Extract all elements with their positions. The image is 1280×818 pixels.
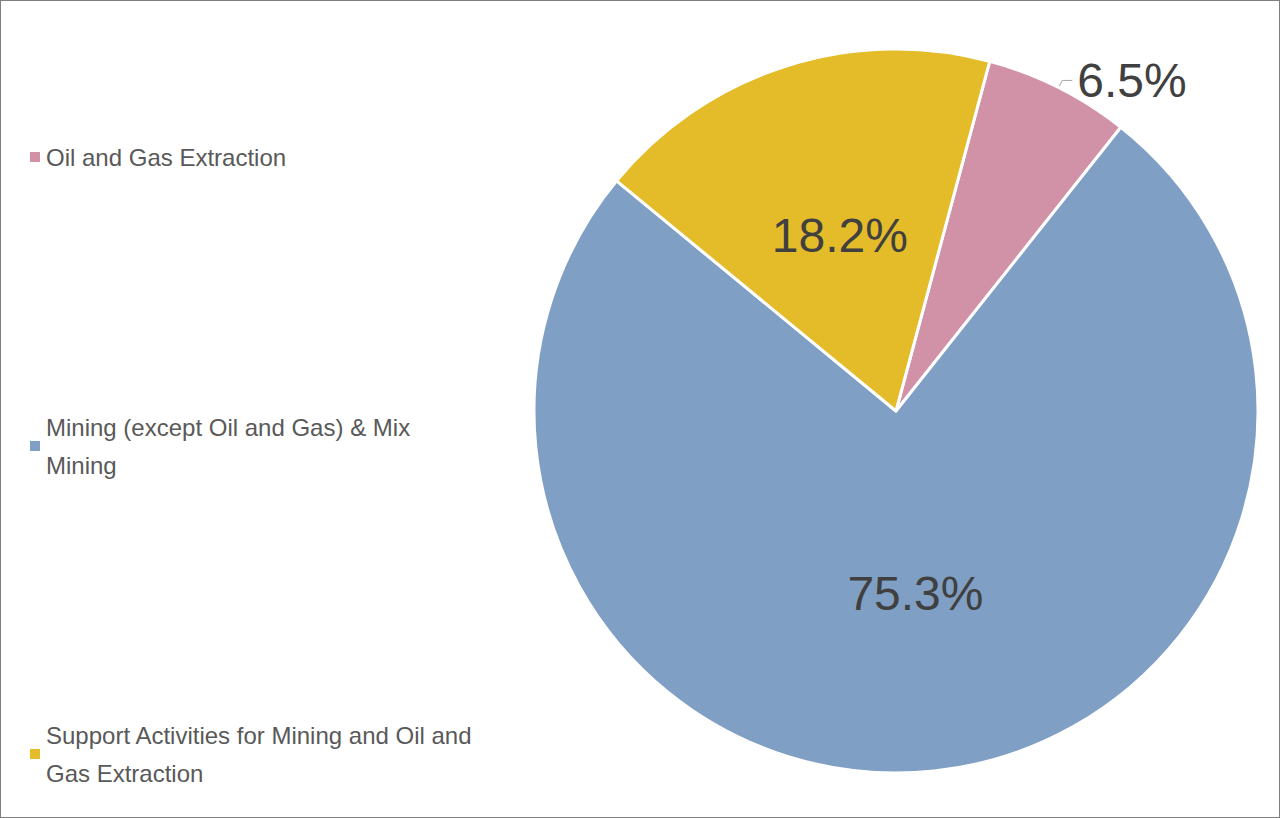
svg-text:Gas Extraction: Gas Extraction (46, 760, 203, 787)
svg-text:18.2%: 18.2% (772, 209, 908, 262)
svg-text:Mining: Mining (46, 452, 117, 479)
svg-text:Oil and Gas Extraction: Oil and Gas Extraction (46, 144, 286, 171)
svg-text:75.3%: 75.3% (847, 567, 983, 620)
svg-text:Mining (except Oil and Gas) &: Mining (except Oil and Gas) & Mix (46, 414, 417, 441)
svg-text:6.5%: 6.5% (1077, 54, 1186, 107)
svg-text:Support Activities for Mining: Support Activities for Mining and Oil an… (46, 722, 478, 749)
